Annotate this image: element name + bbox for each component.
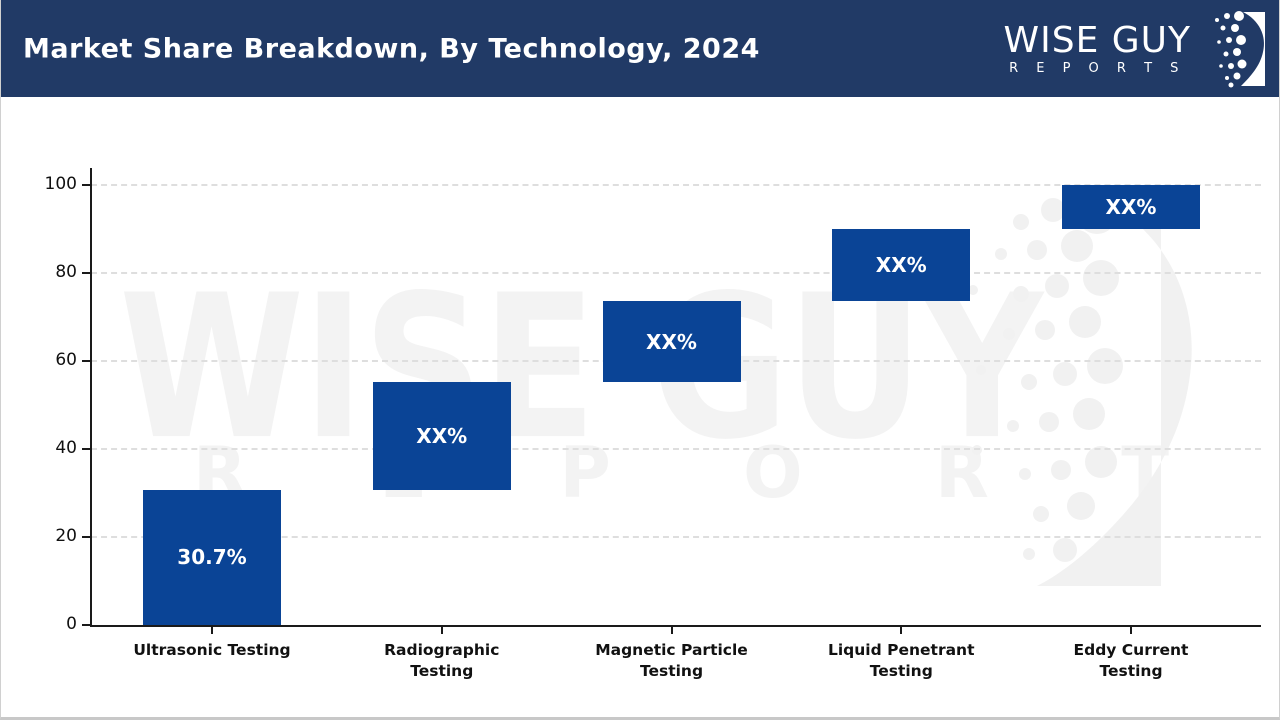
logo-wordmark-line2: R E P O R T S xyxy=(1009,60,1186,76)
waterfall-bar: 30.7% xyxy=(143,489,281,625)
bar-value-label: XX% xyxy=(875,253,927,278)
x-axis-tick xyxy=(440,627,443,634)
y-axis-tick xyxy=(82,360,90,362)
y-axis-tick xyxy=(82,624,90,626)
waterfall-bar: XX% xyxy=(602,301,741,383)
bar-value-label: XX% xyxy=(646,329,697,354)
bar-value-label: 30.7% xyxy=(177,545,247,570)
bar-value-label: XX% xyxy=(416,424,468,448)
y-axis-tick xyxy=(82,448,90,450)
waterfall-bar: XX% xyxy=(372,382,511,490)
y-gridline xyxy=(91,536,1261,538)
x-axis-tick xyxy=(900,627,903,634)
y-axis-tick-label: 60 xyxy=(55,350,77,370)
logo-face-dots-icon xyxy=(1215,11,1265,88)
y-gridline xyxy=(91,272,1261,274)
x-axis-tick xyxy=(670,627,673,634)
x-axis-tick xyxy=(1130,627,1132,634)
y-gridline xyxy=(91,448,1261,450)
y-gridline xyxy=(91,184,1261,186)
y-axis-tick-label: 0 xyxy=(66,614,77,634)
y-axis-line xyxy=(90,168,92,627)
y-axis-tick xyxy=(82,536,90,538)
y-axis-tick-label: 80 xyxy=(55,262,77,282)
waterfall-bar: XX% xyxy=(832,229,971,302)
y-axis-tick-label: 100 xyxy=(44,174,77,194)
waterfall-bar: XX% xyxy=(1062,185,1200,229)
x-category-label: Ultrasonic Testing xyxy=(133,641,291,659)
logo-wordmark-line1: WISE GUY xyxy=(1003,19,1191,61)
bar-value-label: XX% xyxy=(1105,195,1157,219)
x-category-label: Magnetic Particle Testing xyxy=(595,641,748,680)
y-axis-tick-label: 40 xyxy=(55,438,77,458)
watermark-face-dots-graphic xyxy=(968,194,1192,586)
page-title: Market Share Breakdown, By Technology, 2… xyxy=(23,33,760,64)
x-category-label: Eddy Current Testing xyxy=(1073,641,1189,680)
logo-wordmark: WISE GUY R E P O R T S xyxy=(1003,19,1192,76)
x-axis-line xyxy=(90,625,1261,627)
x-category-label: Radiographic Testing xyxy=(384,641,500,680)
header-bar: Market Share Breakdown, By Technology, 2… xyxy=(1,0,1279,97)
y-axis-tick-label: 20 xyxy=(55,526,77,546)
x-axis-tick xyxy=(211,627,213,634)
y-axis-tick xyxy=(82,184,90,186)
x-category-label: Liquid Penetrant Testing xyxy=(827,641,975,680)
wise-guy-reports-logo: WISE GUY R E P O R T S xyxy=(1004,10,1268,88)
y-axis-tick xyxy=(82,272,90,274)
